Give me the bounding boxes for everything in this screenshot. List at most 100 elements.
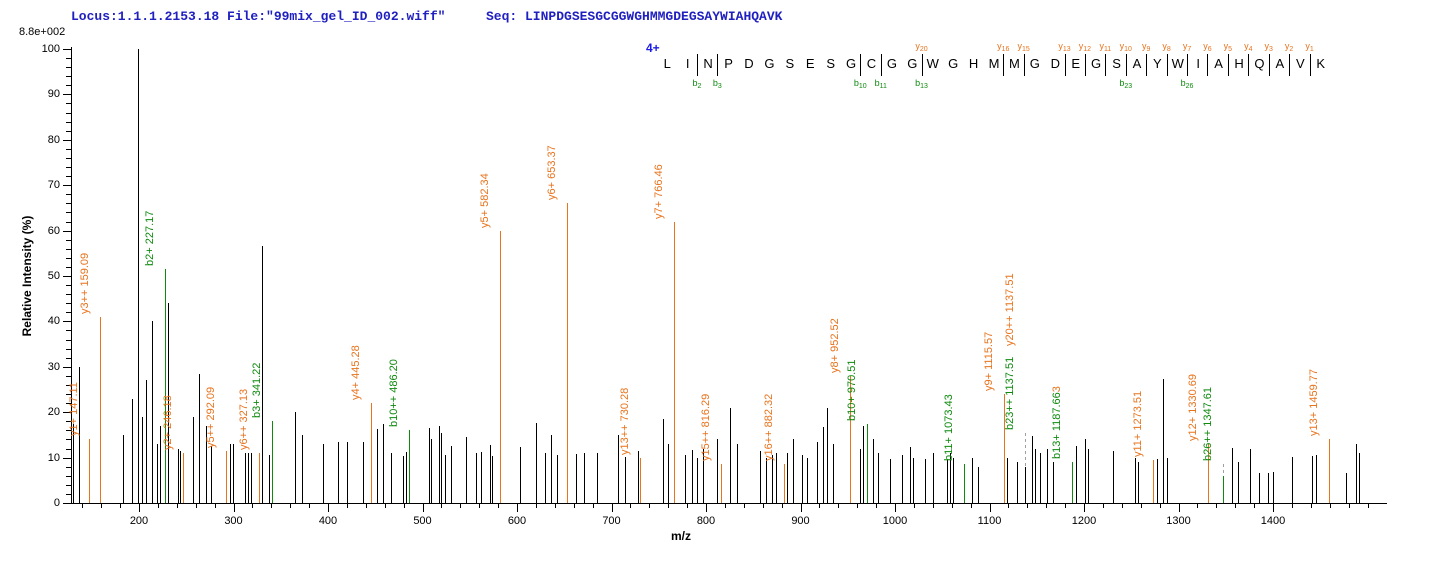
x-axis-tick-label: 900 [791,515,810,527]
spectrum-peak [807,457,809,503]
annotation-dash-connector [1024,432,1026,467]
spectrum-peak [445,455,447,503]
spectrum-peak [122,434,124,503]
spectrum-peak [244,453,246,503]
annotated-peak-y5+ [500,230,502,503]
y-axis-tick [66,493,71,495]
x-axis-tick [1273,504,1274,512]
spectrum-peak [519,446,521,503]
y-axis-tick [66,67,71,69]
x-axis-tick [517,504,518,512]
fragment-boundary-bar [1064,54,1066,76]
sequence-residue: D [744,56,754,71]
y-axis-tick [63,49,71,50]
sequence-residue: A [1275,56,1285,71]
spectrum-peak [668,443,670,503]
peak-label-y1+: y1+ 147.11 [68,382,81,437]
sequence-residue: G [764,56,775,71]
spectrum-peak [192,416,194,503]
y-axis-tick [66,157,71,159]
x-axis-tick [819,504,821,508]
y-axis-tick [63,457,71,459]
y-ion-marker-y10: y10 [1119,41,1132,54]
y-axis-tick [66,466,71,468]
b-ion-marker-b13: b13 [915,78,928,91]
spectrum-peak [480,451,482,503]
spectrum-peak [910,446,912,503]
x-axis-tick [1329,504,1331,508]
spectrum-peak [584,453,586,503]
x-axis-tick [687,504,689,508]
x-axis-tick [1121,504,1123,508]
fragment-boundary-bar [1125,54,1127,76]
spectrum-peak [489,444,491,503]
spectrum-peak [691,449,693,503]
fragment-boundary-bar [880,54,882,76]
spectrum-peak [441,432,443,503]
x-axis-tick-label: 1100 [977,515,1002,527]
annotated-peak-y13++ [640,457,642,503]
sequence-residue: C [866,56,877,71]
x-axis-tick [762,504,764,508]
sequence-residue: M [988,56,1000,71]
sequence-residue: W [926,56,939,71]
spectrum-peak [1016,462,1018,503]
x-axis-tick [1084,504,1085,512]
sequence-residue: Q [1254,56,1265,71]
peak-label-y5++: y5++ 292.09 [205,386,218,448]
sequence-residue: D [1050,56,1060,71]
spectrum-peak [1358,453,1360,503]
spectrum-peak [737,443,739,503]
y-axis-tick [66,239,71,241]
spectrum-peak [1032,436,1034,503]
y-axis-tick [66,484,71,486]
annotated-peak-y3++ [100,316,102,503]
spectrum-peak [912,457,914,503]
x-axis-tick [1367,504,1369,508]
spectrum-peak [1156,458,1158,503]
sequence-residue: S [826,56,835,71]
x-axis-title: m/z [671,529,692,543]
x-axis-tick [365,504,367,508]
y-axis-tick [66,285,71,287]
sequence-residue: G [846,56,857,71]
y-axis-tick [66,439,71,441]
b-ion-marker-b23: b23 [1119,78,1133,91]
x-axis-tick [1102,504,1104,508]
annotated-peak-y4+ [370,403,372,503]
x-axis-tick [403,504,405,508]
fragment-boundary-bar [1166,54,1168,76]
sequence-residue: S [785,56,795,71]
x-axis-tick [857,504,859,508]
annotated-peak-y16++ [783,464,785,503]
sequence-residue: Y [1153,56,1162,71]
spectrum-peak [210,446,212,503]
spectrum-peak [323,443,325,503]
x-axis-line [71,503,1387,504]
spectrum-peak [1076,446,1078,503]
annotated-peak-b10+ [867,423,869,503]
x-axis-tick [1310,504,1312,508]
y-ion-marker-y20: y20 [915,41,928,54]
y-ion-marker-y7: y7 [1182,41,1192,54]
x-axis-tick [932,504,934,508]
x-axis-tick [176,504,178,508]
y-ion-marker-y13: y13 [1058,41,1071,54]
spectrum-peak [199,373,201,503]
y-axis-tick [66,266,71,268]
y-ion-marker-y2: y2 [1284,41,1294,54]
y-axis-tick-label: 40 [47,315,60,328]
y-axis-tick-label: 90 [47,88,60,101]
fragment-boundary-bar [1248,54,1250,76]
spectrum-peak [232,443,234,503]
y-axis-tick [66,167,71,169]
y-ion-marker-y16: y16 [997,41,1010,54]
y-axis-tick [66,339,71,341]
y-ion-marker-y4: y4 [1244,41,1253,54]
spectrum-peak [1052,462,1054,503]
spectrum-peak [229,443,231,503]
spectrum-peak [429,428,431,503]
fragment-boundary-bar [1309,54,1311,76]
y-axis-tick [66,248,71,250]
